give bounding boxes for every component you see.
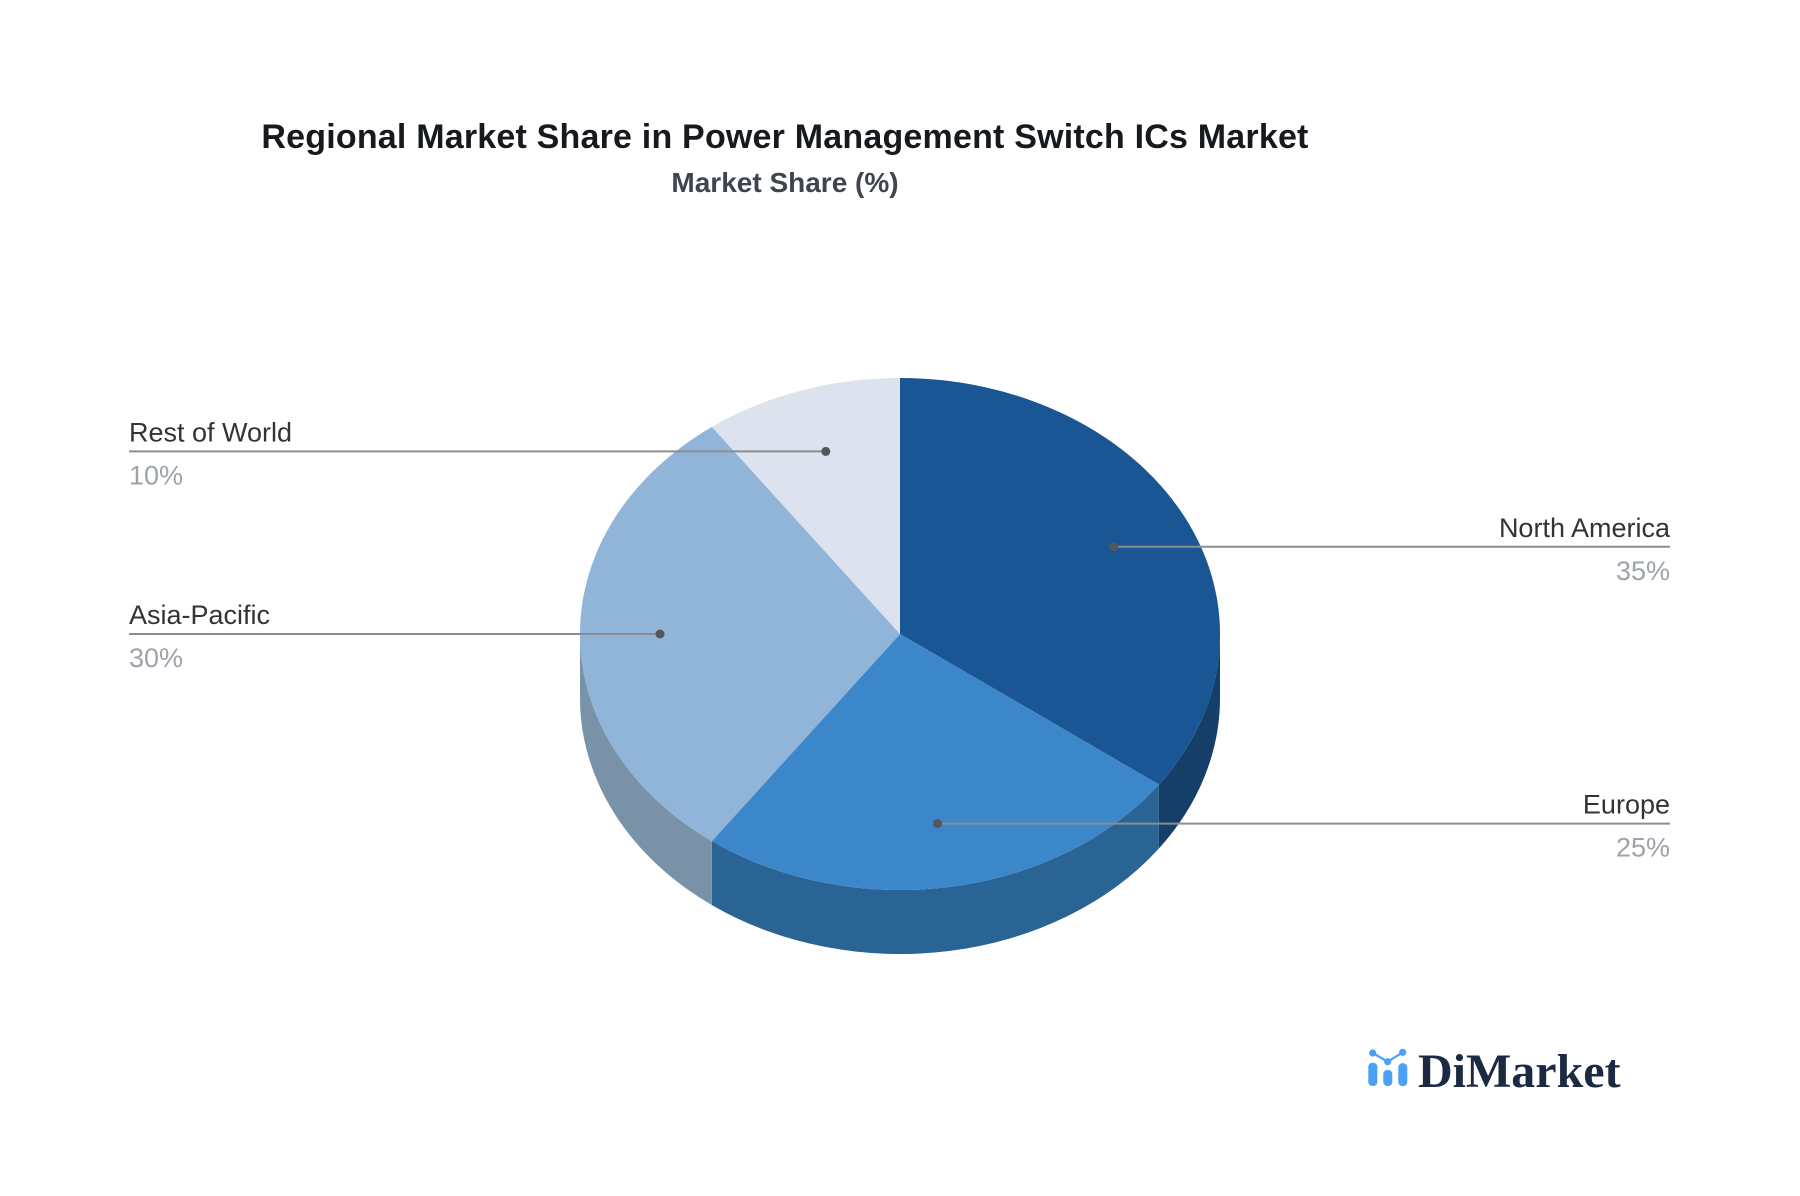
slice-label: Europe: [1583, 790, 1670, 820]
slice-value: 30%: [129, 643, 183, 673]
slice-value: 35%: [1616, 556, 1670, 586]
pie-slice-europe[interactable]: [711, 634, 1159, 891]
slice-label: North America: [1499, 513, 1671, 543]
chart-subtitle: Market Share (%): [671, 167, 899, 198]
pie-slice-side-north-america: [1158, 634, 1220, 849]
slice-value: 25%: [1616, 833, 1670, 863]
pie-slices: [580, 378, 1221, 891]
pie-slice-rest-of-world[interactable]: [711, 378, 900, 634]
brand-logo: DiMarket: [1368, 1045, 1621, 1098]
pie-slice-side-europe: [711, 784, 1159, 955]
callout-europe: Europe 25%: [933, 790, 1670, 863]
slice-label: Asia-Pacific: [129, 600, 270, 630]
callout-rest-of-world: Rest of World 10%: [129, 417, 831, 490]
leader-dot: [655, 629, 665, 639]
pie-slice-side-asia-pacific: [580, 634, 712, 906]
leader-dot: [1109, 542, 1119, 552]
pie-slice-asia-pacific[interactable]: [580, 426, 900, 842]
chart-title: Regional Market Share in Power Managemen…: [261, 118, 1309, 156]
pie-3d-sides: [580, 634, 1220, 955]
leader-dot: [821, 446, 831, 456]
slice-callouts: North America 35% Europe 25% Asia-Pacifi…: [129, 417, 1671, 863]
leader-dot: [933, 819, 942, 829]
slice-label: Rest of World: [129, 417, 292, 447]
callout-asia-pacific: Asia-Pacific 30%: [129, 600, 665, 673]
logo-chart-icon: [1368, 1048, 1408, 1086]
logo-text: DiMarket: [1418, 1045, 1621, 1098]
slice-value: 10%: [129, 460, 183, 490]
callout-north-america: North America 35%: [1109, 513, 1671, 586]
pie-slice-north-america[interactable]: [900, 378, 1221, 785]
